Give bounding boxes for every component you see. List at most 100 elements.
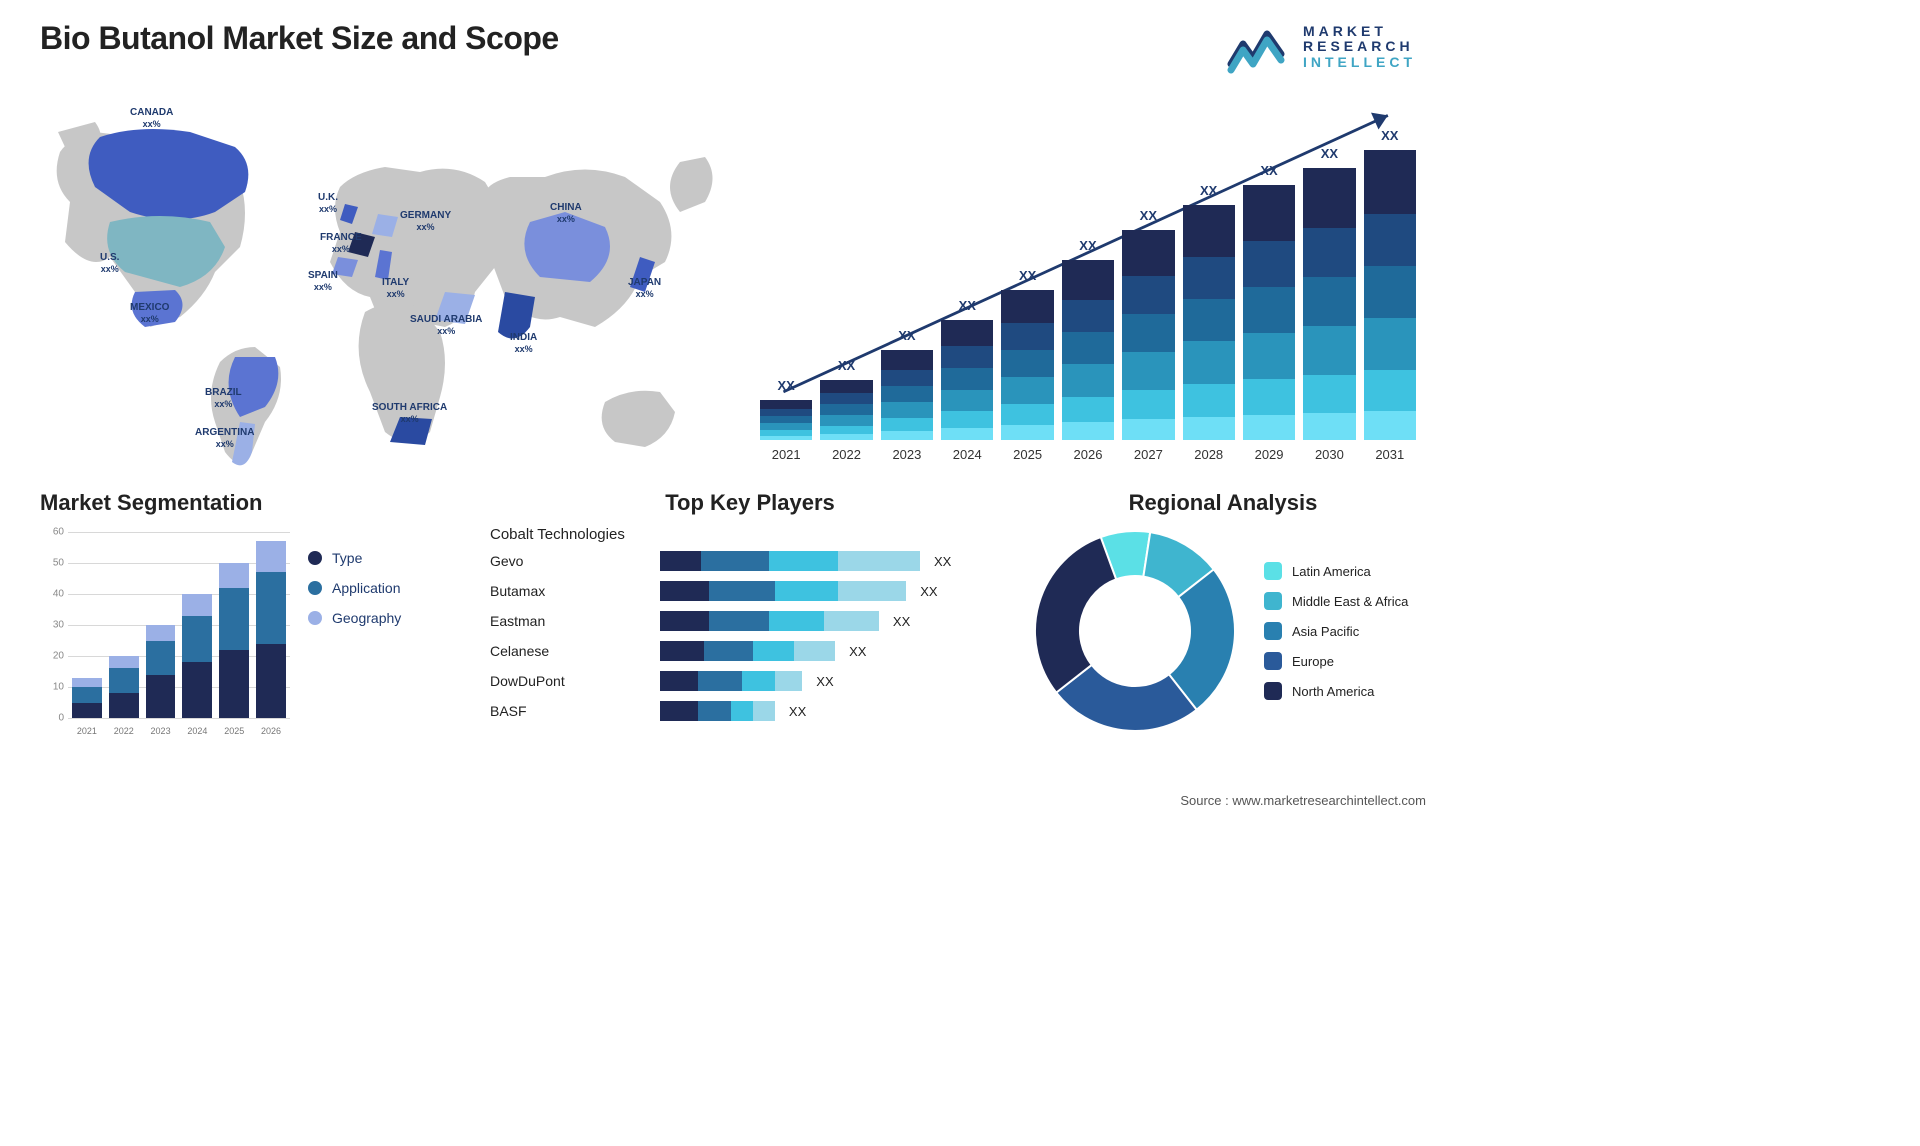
reg-legend-europe: Europe — [1264, 652, 1408, 670]
seg-bar-2021 — [72, 678, 102, 718]
tkp-value: XX — [934, 554, 951, 569]
tkp-bar — [660, 611, 879, 631]
forecast-value-label: XX — [1243, 163, 1295, 178]
segmentation-legend: TypeApplicationGeography — [308, 526, 401, 736]
seg-legend-geography: Geography — [308, 610, 401, 626]
market-segmentation-panel: Market Segmentation 0 10 20 30 40 50 60 2021 202… — [40, 490, 470, 736]
forecast-year-label: 2024 — [941, 447, 993, 462]
forecast-value-label: XX — [1062, 238, 1114, 253]
reg-legend-asia-pacific: Asia Pacific — [1264, 622, 1408, 640]
forecast-value-label: XX — [760, 378, 812, 393]
forecast-bar-2023: XX — [881, 350, 933, 440]
seg-year-label: 2024 — [182, 726, 212, 736]
seg-ytick: 60 — [53, 527, 64, 538]
map-label-u-s-: U.S.xx% — [100, 252, 119, 274]
seg-bar-2025 — [219, 563, 249, 718]
forecast-value-label: XX — [1183, 183, 1235, 198]
forecast-bar-2022: XX — [820, 380, 872, 440]
map-label-u-k-: U.K.xx% — [318, 192, 338, 214]
seg-bar-2026 — [256, 541, 286, 718]
tkp-bar — [660, 551, 920, 571]
seg-ytick: 30 — [53, 620, 64, 631]
seg-year-label: 2021 — [72, 726, 102, 736]
forecast-bar-2026: XX — [1062, 260, 1114, 440]
forecast-bar-2025: XX — [1001, 290, 1053, 440]
forecast-year-label: 2029 — [1243, 447, 1295, 462]
source-attribution: Source : www.marketresearchintellect.com — [1180, 793, 1426, 808]
tkp-name: BASF — [490, 703, 650, 719]
reg-legend-north-america: North America — [1264, 682, 1408, 700]
seg-bar-2024 — [182, 594, 212, 718]
header: Bio Butanol Market Size and Scope MARKET… — [40, 20, 1416, 74]
tkp-row-dowdupont: DowDuPont XX — [490, 669, 1010, 693]
forecast-year-label: 2025 — [1001, 447, 1053, 462]
map-label-brazil: BRAZILxx% — [205, 387, 242, 409]
forecast-year-label: 2031 — [1364, 447, 1416, 462]
forecast-value-label: XX — [881, 328, 933, 343]
seg-year-label: 2023 — [146, 726, 176, 736]
seg-year-label: 2022 — [109, 726, 139, 736]
logo-text-1: MARKET — [1303, 24, 1416, 39]
forecast-bar-2031: XX — [1364, 150, 1416, 440]
map-label-mexico: MEXICOxx% — [130, 302, 169, 324]
forecast-bar-2024: XX — [941, 320, 993, 440]
tkp-title: Top Key Players — [490, 490, 1010, 516]
tkp-row-butamax: Butamax XX — [490, 579, 1010, 603]
tkp-name: Celanese — [490, 643, 650, 659]
forecast-year-label: 2022 — [820, 447, 872, 462]
map-label-germany: GERMANYxx% — [400, 210, 451, 232]
tkp-value: XX — [920, 584, 937, 599]
reg-legend-latin-america: Latin America — [1264, 562, 1408, 580]
map-label-china: CHINAxx% — [550, 202, 582, 224]
map-label-france: FRANCExx% — [320, 232, 362, 254]
page-title: Bio Butanol Market Size and Scope — [40, 20, 559, 57]
tkp-name: Eastman — [490, 613, 650, 629]
tkp-row-gevo: GevoXX — [490, 549, 1010, 573]
seg-ytick: 0 — [58, 713, 64, 724]
forecast-bar-2030: XX — [1303, 168, 1355, 440]
forecast-value-label: XX — [1364, 128, 1416, 143]
tkp-value: XX — [816, 674, 833, 689]
forecast-year-label: 2026 — [1062, 447, 1114, 462]
donut-slice-north-america — [1035, 537, 1116, 693]
forecast-year-label: 2027 — [1122, 447, 1174, 462]
seg-ytick: 40 — [53, 589, 64, 600]
forecast-bar-2029: XX — [1243, 185, 1295, 440]
seg-bar-2023 — [146, 625, 176, 718]
tkp-name: DowDuPont — [490, 673, 650, 689]
tkp-row-eastman: Eastman XX — [490, 609, 1010, 633]
logo-text-2: RESEARCH — [1303, 39, 1416, 54]
tkp-bar — [660, 581, 906, 601]
regional-legend: Latin America Middle East & Africa Asia Pa… — [1264, 562, 1408, 700]
segmentation-title: Market Segmentation — [40, 490, 470, 516]
logo-mark-icon — [1227, 20, 1291, 74]
world-map: CANADAxx% U.S.xx% MEXICOxx% BRAZILxx% ARGENT… — [40, 92, 730, 482]
forecast-chart: XXXXXXXXXXXXXXXXXXXXXX 20212022202320242… — [760, 92, 1416, 462]
forecast-bar-2027: XX — [1122, 230, 1174, 440]
forecast-bar-2021: XX — [760, 400, 812, 440]
tkp-value: XX — [849, 644, 866, 659]
forecast-value-label: XX — [1001, 268, 1053, 283]
map-label-argentina: ARGENTINAxx% — [195, 427, 254, 449]
tkp-name: Butamax — [490, 583, 650, 599]
forecast-year-label: 2028 — [1183, 447, 1235, 462]
seg-legend-type: Type — [308, 550, 401, 566]
forecast-value-label: XX — [1303, 146, 1355, 161]
seg-ytick: 20 — [53, 651, 64, 662]
forecast-value-label: XX — [820, 358, 872, 373]
seg-year-label: 2026 — [256, 726, 286, 736]
seg-ytick: 50 — [53, 558, 64, 569]
map-label-italy: ITALYxx% — [382, 277, 409, 299]
tkp-value: XX — [789, 704, 806, 719]
regional-donut — [1030, 526, 1240, 736]
tkp-value: XX — [893, 614, 910, 629]
regional-analysis-panel: Regional Analysis Latin AmericaMiddle Ea… — [1030, 490, 1416, 736]
map-label-spain: SPAINxx% — [308, 270, 338, 292]
tkp-bar — [660, 641, 835, 661]
seg-ytick: 10 — [53, 682, 64, 693]
map-label-canada: CANADAxx% — [130, 107, 173, 129]
tkp-row-celanese: Celanese XX — [490, 639, 1010, 663]
reg-legend-middle-east-africa: Middle East & Africa — [1264, 592, 1408, 610]
forecast-value-label: XX — [941, 298, 993, 313]
seg-year-label: 2025 — [219, 726, 249, 736]
